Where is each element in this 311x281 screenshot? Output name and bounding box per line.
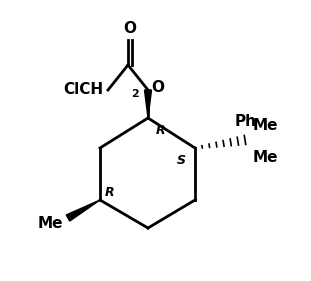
Text: ClCH: ClCH <box>63 83 103 98</box>
Text: Ph: Ph <box>235 114 257 130</box>
Text: R: R <box>156 124 166 137</box>
Text: 2: 2 <box>131 89 139 99</box>
Text: Me: Me <box>253 117 278 133</box>
Text: O: O <box>151 80 164 96</box>
Text: Me: Me <box>38 216 63 230</box>
Polygon shape <box>145 90 151 118</box>
Text: Me: Me <box>253 151 278 166</box>
Text: O: O <box>123 21 137 36</box>
Polygon shape <box>66 200 100 221</box>
Text: R: R <box>105 185 115 198</box>
Text: S: S <box>177 153 186 167</box>
